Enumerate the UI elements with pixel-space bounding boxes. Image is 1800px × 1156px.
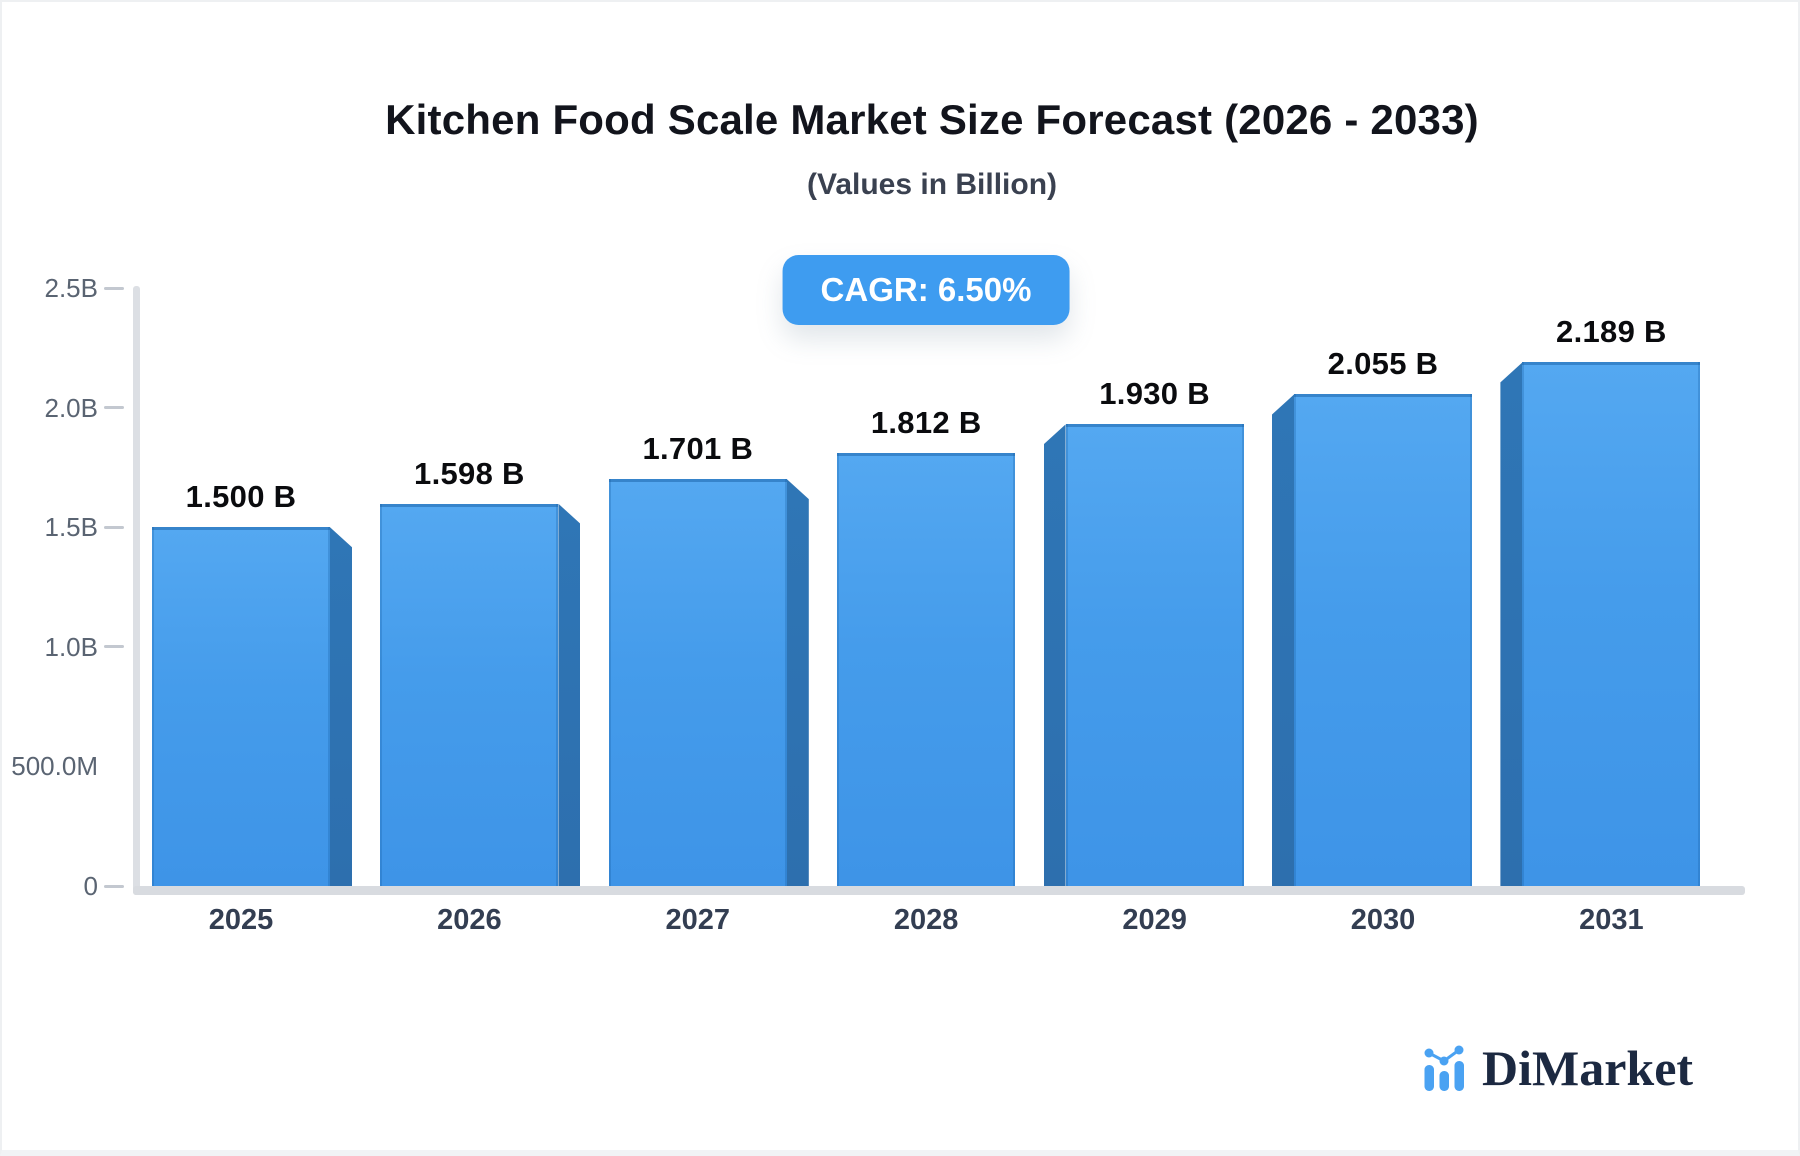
bar-side-facet	[330, 527, 352, 886]
y-axis-tick-label: 500.0M	[11, 751, 98, 782]
bar	[1294, 394, 1472, 886]
cagr-badge: CAGR: 6.50%	[782, 255, 1070, 325]
bar-side-facet	[1500, 362, 1523, 886]
bar-side-facet	[786, 479, 809, 886]
y-axis-tick-label: 2.0B	[44, 392, 99, 423]
bar-value-label: 1.812 B	[870, 404, 982, 440]
y-axis-tick-label: 0	[83, 871, 98, 901]
bar	[608, 479, 787, 886]
bar	[1522, 362, 1701, 886]
bar	[1065, 424, 1244, 886]
x-axis-baseline	[133, 886, 1745, 895]
y-axis-tick-dash	[104, 525, 124, 529]
y-axis-tick-dash	[104, 645, 124, 649]
bar-value-label: 1.701 B	[642, 431, 754, 467]
chart-subtitle: (Values in Billion)	[806, 168, 1058, 201]
bar-value-label: 2.189 B	[1556, 314, 1667, 350]
dimarket-logo: DiMarket	[1422, 1042, 1693, 1094]
logo-wordmark: DiMarket	[1482, 1040, 1694, 1096]
x-axis-label: 2025	[208, 904, 274, 936]
y-axis-tick-label: 1.0B	[44, 631, 99, 662]
y-axis-line	[133, 286, 140, 895]
x-axis-label: 2031	[1579, 904, 1644, 936]
y-axis-tick-label: 2.5B	[44, 273, 99, 303]
x-axis-label: 2029	[1122, 904, 1187, 936]
bar-side-facet	[1272, 394, 1294, 886]
bar-value-label: 1.500 B	[185, 479, 297, 515]
mini-bar-chart-logo-icon	[1424, 1045, 1464, 1091]
bar-value-label: 1.930 B	[1099, 376, 1210, 412]
y-axis-tick-dash	[104, 286, 124, 290]
x-axis-label: 2030	[1350, 904, 1416, 936]
x-axis-label: 2027	[665, 904, 731, 936]
bar-value-label: 2.055 B	[1327, 346, 1439, 382]
bar-side-facet	[1043, 424, 1066, 886]
y-axis-tick-dash	[104, 884, 124, 888]
bar-value-label: 1.598 B	[414, 455, 525, 491]
y-axis-tick-dash	[104, 406, 124, 410]
bar-side-facet	[558, 503, 581, 886]
bar	[152, 527, 330, 886]
y-axis-tick-label: 1.5B	[44, 512, 99, 543]
bar	[380, 503, 559, 886]
bar	[837, 452, 1016, 886]
chart-title: Kitchen Food Scale Market Size Forecast …	[385, 96, 1479, 143]
x-axis-label: 2026	[437, 904, 502, 936]
x-axis-label: 2028	[893, 904, 959, 936]
